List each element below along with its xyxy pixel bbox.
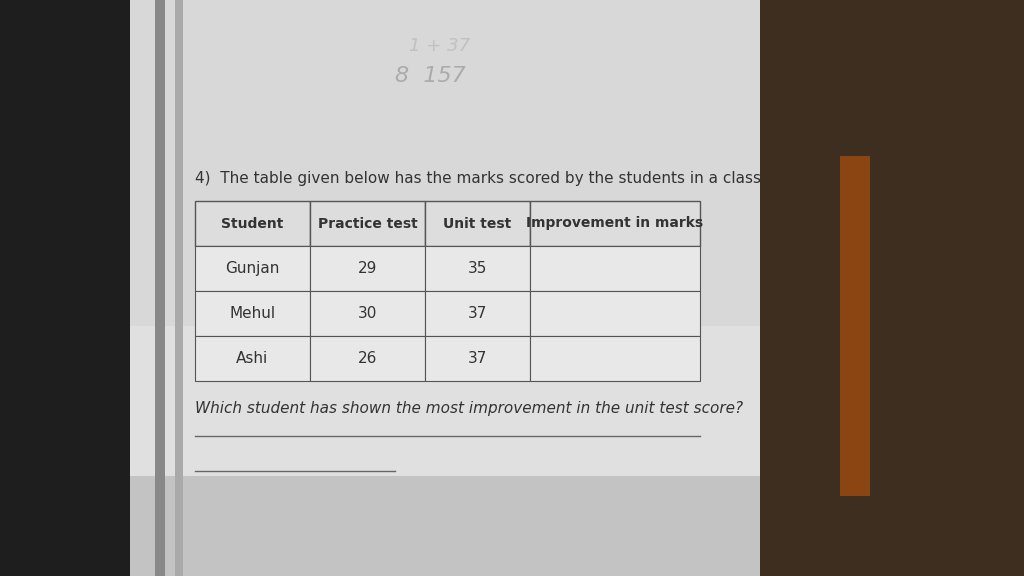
Polygon shape bbox=[840, 156, 870, 496]
Polygon shape bbox=[155, 0, 165, 576]
Polygon shape bbox=[425, 246, 530, 291]
Polygon shape bbox=[195, 246, 310, 291]
Polygon shape bbox=[130, 0, 760, 326]
Text: Practice test: Practice test bbox=[317, 217, 418, 230]
Polygon shape bbox=[195, 336, 310, 381]
Polygon shape bbox=[310, 291, 425, 336]
Text: 8  157: 8 157 bbox=[394, 66, 465, 86]
Polygon shape bbox=[130, 476, 760, 576]
Text: Gunjan: Gunjan bbox=[225, 261, 280, 276]
Text: 1 + 37: 1 + 37 bbox=[410, 37, 471, 55]
Polygon shape bbox=[750, 0, 1024, 576]
Text: 30: 30 bbox=[357, 306, 377, 321]
Text: 37: 37 bbox=[468, 351, 487, 366]
Polygon shape bbox=[195, 291, 310, 336]
Polygon shape bbox=[530, 246, 700, 291]
Text: 29: 29 bbox=[357, 261, 377, 276]
Text: Ashi: Ashi bbox=[237, 351, 268, 366]
Polygon shape bbox=[530, 291, 700, 336]
Polygon shape bbox=[425, 201, 530, 246]
Text: 37: 37 bbox=[468, 306, 487, 321]
Polygon shape bbox=[175, 0, 183, 576]
Polygon shape bbox=[425, 291, 530, 336]
Text: Improvement in marks: Improvement in marks bbox=[526, 217, 703, 230]
Polygon shape bbox=[195, 201, 310, 246]
Polygon shape bbox=[310, 201, 425, 246]
Polygon shape bbox=[310, 336, 425, 381]
Text: Which student has shown the most improvement in the unit test score?: Which student has shown the most improve… bbox=[195, 401, 743, 416]
Polygon shape bbox=[130, 0, 760, 576]
Text: 4)  The table given below has the marks scored by the students in a class.: 4) The table given below has the marks s… bbox=[195, 171, 766, 186]
Text: Mehul: Mehul bbox=[229, 306, 275, 321]
Polygon shape bbox=[530, 201, 700, 246]
Polygon shape bbox=[130, 0, 750, 576]
Polygon shape bbox=[310, 246, 425, 291]
Text: 35: 35 bbox=[468, 261, 487, 276]
Polygon shape bbox=[425, 336, 530, 381]
Polygon shape bbox=[0, 0, 130, 576]
Polygon shape bbox=[530, 336, 700, 381]
Text: Unit test: Unit test bbox=[443, 217, 512, 230]
Text: Student: Student bbox=[221, 217, 284, 230]
Text: 26: 26 bbox=[357, 351, 377, 366]
